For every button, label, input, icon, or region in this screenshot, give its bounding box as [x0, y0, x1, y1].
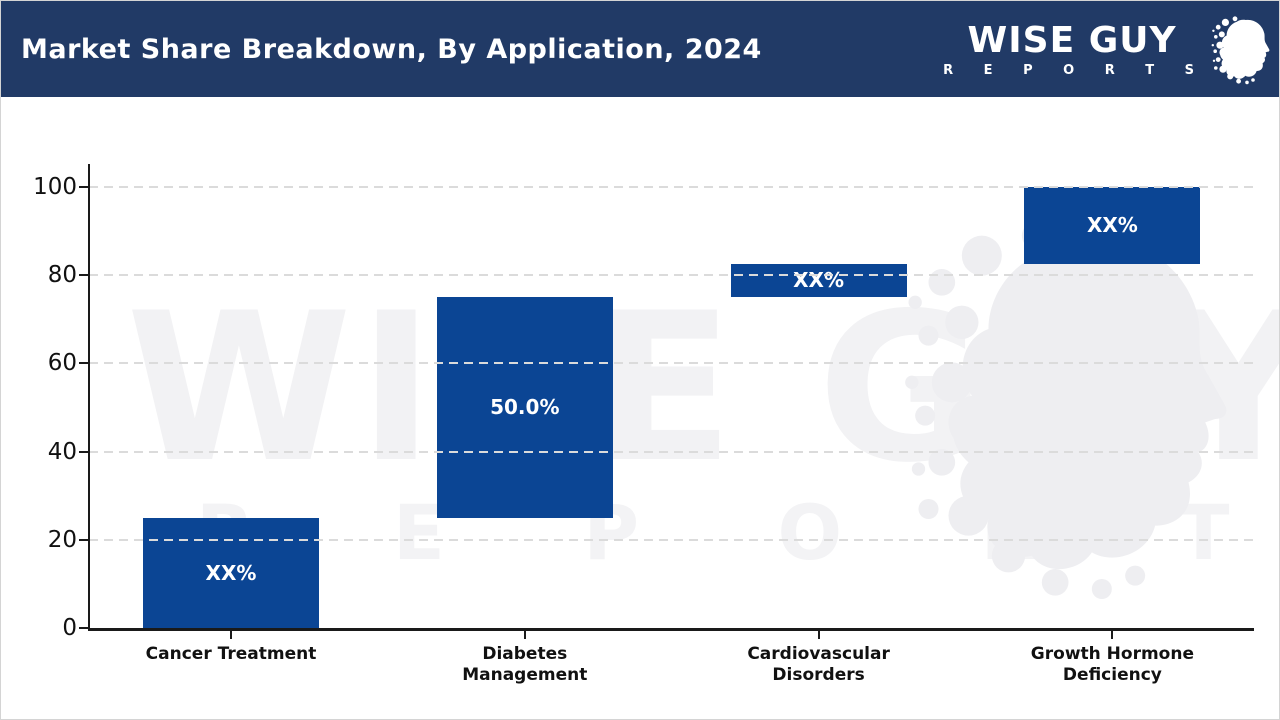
- bar-growth-hormone-deficiency: XX%: [1024, 187, 1201, 265]
- category-label: Diabetes Management: [462, 644, 588, 686]
- bar-value-label: 50.0%: [490, 395, 560, 420]
- bar-value-label: XX%: [1086, 213, 1138, 237]
- chart-area: WISE GUY R E P O R T S XX%50.0%XX%XX%020…: [1, 97, 1279, 719]
- gridline-80: [89, 274, 1254, 277]
- brand-wordmark: WISE GUY R E P O R T S: [937, 19, 1207, 78]
- y-tick: [79, 362, 88, 365]
- x-tick: [230, 631, 232, 639]
- y-tick-label: 100: [33, 174, 77, 200]
- brand-face-icon: [1211, 16, 1270, 85]
- y-tick-label: 20: [47, 526, 77, 553]
- y-tick: [79, 538, 88, 541]
- category-label: Growth Hormone Deficiency: [1030, 644, 1194, 686]
- category-label: Cancer Treatment: [145, 644, 317, 664]
- bar-value-label: XX%: [793, 268, 845, 293]
- gridline-100: [89, 186, 1254, 188]
- brand-logo: WISE GUY R E P O R T S: [937, 7, 1271, 93]
- category-label: Cardiovascular Disorders: [747, 644, 890, 686]
- bar-cancer-treatment: XX%: [143, 517, 319, 628]
- x-tick: [1111, 631, 1114, 639]
- y-tick-label: 80: [47, 262, 77, 289]
- brand-name: WISE GUY: [967, 19, 1177, 61]
- y-tick-label: 0: [62, 615, 77, 641]
- x-tick: [523, 631, 526, 639]
- header: Market Share Breakdown, By Application, …: [1, 1, 1279, 97]
- y-tick: [79, 274, 88, 277]
- y-axis: [88, 164, 90, 630]
- gridline-60: [89, 362, 1254, 365]
- plot: XX% 50.0% XX% XX% 0 20 40 60 80 100 Cancer Treatme…: [1, 97, 1279, 719]
- x-tick: [817, 631, 820, 639]
- y-tick-label: 60: [47, 350, 77, 377]
- y-tick: [79, 627, 88, 629]
- gridline-40: [89, 450, 1254, 453]
- bar-diabetes-management: 50.0%: [436, 297, 613, 518]
- brand-subtitle: R E P O R T S: [943, 62, 1207, 78]
- bar-value-label: XX%: [205, 560, 257, 585]
- x-axis: [88, 628, 1254, 631]
- gridline-20: [89, 538, 1254, 541]
- page-title: Market Share Breakdown, By Application, …: [21, 33, 762, 65]
- y-tick: [79, 186, 88, 188]
- y-tick: [79, 450, 88, 453]
- bar-cardiovascular-disorders: XX%: [730, 264, 907, 298]
- y-tick-label: 40: [47, 438, 77, 465]
